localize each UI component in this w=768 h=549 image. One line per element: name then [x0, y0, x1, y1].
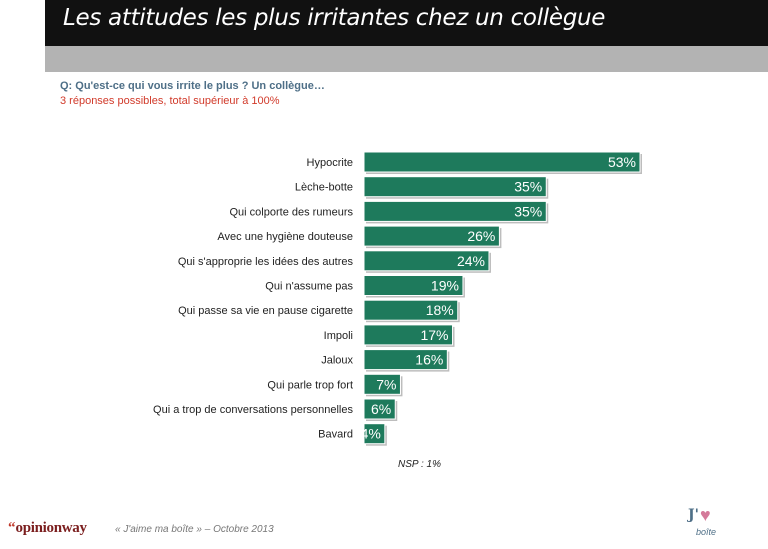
bar-impoli	[363, 324, 454, 346]
value-label-qui-n-assume-pas: 19%	[431, 278, 459, 294]
category-label-qui-colporte-des-rumeurs: Qui colporte des rumeurs	[230, 206, 354, 218]
title-bar: Les attitudes les plus irritantes chez u…	[45, 0, 768, 46]
footer-source: « J'aime ma boîte » – Octobre 2013	[115, 524, 274, 535]
category-label-qui-a-trop-de-conversations-personnelles: Qui a trop de conversations personnelles	[153, 404, 353, 416]
category-label-qui-n-assume-pas: Qui n'assume pas	[265, 281, 353, 293]
bar-qui-passe-sa-vie-en-pause-cigarette	[363, 299, 459, 321]
bar-avec-une-hygiene-douteuse	[363, 225, 500, 247]
category-label-qui-s-approprie-les-idees-des-autres: Qui s'approprie les idées des autres	[178, 256, 354, 268]
bar-qui-colporte-des-rumeurs	[363, 200, 547, 222]
title-underbar	[45, 46, 768, 72]
badge-word: boîte	[696, 527, 717, 537]
bar-qui-n-assume-pas	[363, 275, 464, 296]
bar-leche-botte	[363, 176, 547, 198]
heart-icon: ♥	[700, 505, 711, 525]
logo-wordmark: opinionway	[15, 520, 88, 536]
bar-bavard	[363, 423, 386, 445]
category-label-impoli: Impoli	[324, 330, 353, 342]
category-label-hypocrite: Hypocrite	[307, 157, 353, 169]
value-label-avec-une-hygiene-douteuse: 26%	[467, 228, 495, 244]
opinionway-logo: “opinionway	[8, 520, 87, 537]
value-label-qui-s-approprie-les-idees-des-autres: 24%	[457, 253, 485, 269]
category-label-qui-parle-trop-fort: Qui parle trop fort	[267, 379, 353, 391]
value-label-jaloux: 16%	[415, 352, 443, 368]
survey-note: 3 réponses possibles, total supérieur à …	[60, 95, 280, 107]
logo-quote-mark: “	[8, 520, 16, 536]
value-label-qui-passe-sa-vie-en-pause-cigarette: 18%	[426, 302, 454, 318]
bar-qui-s-approprie-les-idees-des-autres	[363, 250, 490, 272]
category-label-jaloux: Jaloux	[321, 355, 353, 367]
value-label-qui-parle-trop-fort: 7%	[376, 376, 396, 392]
page-title: Les attitudes les plus irritantes chez u…	[63, 5, 606, 31]
category-label-bavard: Bavard	[318, 429, 353, 441]
category-label-avec-une-hygiene-douteuse: Avec une hygiène douteuse	[217, 231, 353, 243]
value-label-qui-colporte-des-rumeurs: 35%	[514, 203, 542, 219]
value-label-leche-botte: 35%	[514, 179, 542, 195]
jaime-ma-boite-logo: J' ♥ boîte	[678, 505, 728, 541]
bar-qui-parle-trop-fort	[363, 373, 401, 395]
value-label-impoli: 17%	[420, 327, 448, 343]
value-label-qui-a-trop-de-conversations-personnelles: 6%	[371, 401, 391, 417]
category-label-leche-botte: Lèche-botte	[295, 182, 353, 194]
survey-question: Q: Qu'est-ce qui vous irrite le plus ? U…	[60, 80, 325, 92]
chart-footnote: NSP : 1%	[398, 459, 441, 470]
bar-jaloux	[363, 349, 448, 371]
badge-letter: J'	[688, 507, 699, 523]
value-label-bavard: 4%	[361, 426, 381, 442]
value-label-hypocrite: 53%	[608, 154, 636, 170]
bar-hypocrite	[363, 151, 641, 173]
bar-qui-a-trop-de-conversations-personnelles	[363, 398, 396, 420]
category-label-qui-passe-sa-vie-en-pause-cigarette: Qui passe sa vie en pause cigarette	[178, 305, 353, 317]
